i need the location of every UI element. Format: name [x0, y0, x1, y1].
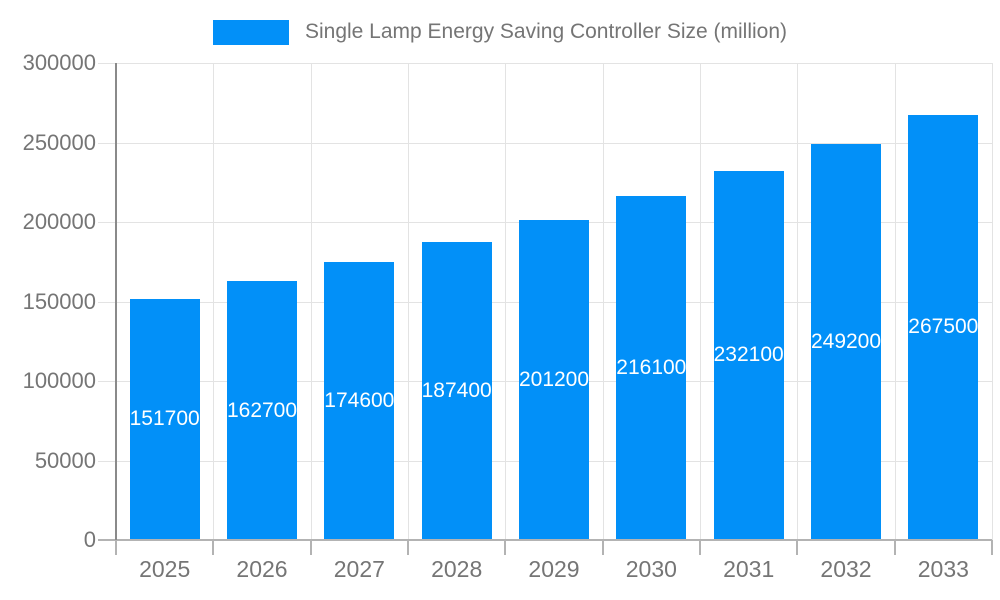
- legend-swatch: [212, 19, 289, 45]
- x-axis-line: [98, 539, 992, 541]
- x-axis-tick: [504, 540, 507, 555]
- x-axis-tick-label: 2027: [333, 556, 385, 582]
- y-axis-tick-label: 0: [83, 527, 96, 552]
- legend-label: Single Lamp Energy Saving Controller Siz…: [304, 20, 788, 43]
- x-axis-tick: [991, 540, 993, 555]
- gridline-vertical: [408, 63, 409, 540]
- x-axis-tick-label: 2025: [139, 556, 191, 582]
- bar-2028[interactable]: [421, 242, 492, 540]
- gridline-vertical: [602, 63, 604, 540]
- x-axis-tick-label: 2029: [528, 556, 580, 582]
- y-axis-line: [115, 63, 117, 540]
- gridline-vertical: [505, 63, 507, 540]
- bar-2026[interactable]: [227, 281, 297, 540]
- x-axis-tick-label: 2032: [820, 556, 872, 582]
- bar-2033[interactable]: [908, 114, 979, 540]
- legend-item[interactable]: Single Lamp Energy Saving Controller Siz…: [212, 19, 788, 45]
- y-axis-tick-label: 250000: [22, 129, 96, 155]
- bar-2030[interactable]: [616, 196, 687, 540]
- gridline-horizontal: [98, 142, 992, 144]
- x-axis-tick-label: 2030: [625, 556, 677, 582]
- bar-2027[interactable]: [324, 262, 395, 540]
- x-axis-tick: [601, 540, 604, 555]
- x-axis-tick: [212, 540, 215, 555]
- gridline-vertical: [992, 63, 993, 540]
- x-axis-tick-label: 2033: [917, 556, 969, 582]
- gridline-vertical: [700, 63, 701, 540]
- gridline-vertical: [310, 63, 312, 540]
- y-axis-tick-label: 100000: [22, 368, 96, 393]
- y-axis-tick-label: 50000: [34, 447, 96, 473]
- bar-2025[interactable]: [129, 298, 200, 540]
- x-axis-tick: [407, 540, 409, 555]
- y-axis-tick-label: 200000: [22, 209, 96, 234]
- x-axis-tick: [893, 540, 896, 555]
- y-axis-tick-label: 300000: [22, 50, 96, 75]
- x-axis-tick-label: 2031: [723, 556, 775, 582]
- legend: Single Lamp Energy Saving Controller Siz…: [0, 18, 1000, 46]
- x-axis-tick: [309, 540, 312, 555]
- gridline-horizontal: [98, 63, 992, 64]
- bar-2031[interactable]: [713, 170, 784, 540]
- bar-2029[interactable]: [519, 220, 589, 540]
- gridline-vertical: [213, 63, 215, 540]
- y-axis-tick-label: 150000: [22, 288, 96, 314]
- x-axis-tick: [796, 540, 799, 555]
- gridline-vertical: [894, 63, 896, 540]
- gridline-vertical: [797, 63, 799, 540]
- bar-2032[interactable]: [811, 143, 881, 540]
- x-axis-tick: [699, 540, 701, 555]
- x-axis-tick: [115, 540, 117, 555]
- x-axis-tick-label: 2026: [236, 556, 288, 582]
- x-axis-tick-label: 2028: [431, 556, 483, 582]
